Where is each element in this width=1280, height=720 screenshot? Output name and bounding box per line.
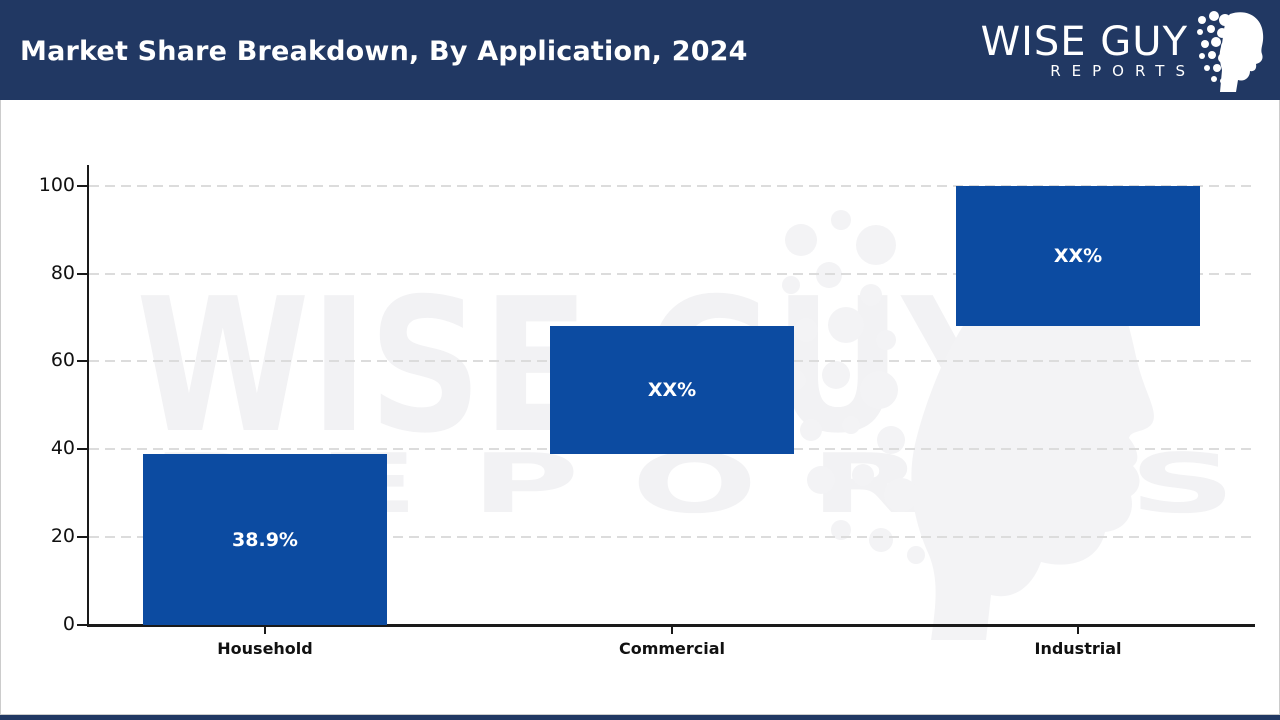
logo-wordmark: WISE GUY [980,19,1188,65]
y-axis-tick-label: 20 [50,525,75,548]
y-axis-tick-label: 60 [50,349,75,372]
y-axis-tick-label: 100 [38,173,75,196]
bar-industrial: XX% [956,185,1200,327]
gridline [89,536,1255,539]
gridline [89,272,1255,275]
y-axis-tick [77,360,89,363]
y-axis-tick [77,448,89,451]
x-axis-category-label: Industrial [1034,639,1122,658]
gridline [89,184,1255,187]
logo-text: WISE GUY REPORTS [981,20,1188,80]
x-axis-tick [264,627,266,634]
logo-subtitle: REPORTS [1050,62,1196,80]
y-axis-tick-label: 40 [50,437,75,460]
x-axis-tick [671,627,673,634]
x-axis-category-label: Household [217,639,313,658]
y-axis-line [87,165,89,627]
chart-area: WISE GUY R E P O R T S 0 20 40 60 80 100 38.9%… [0,100,1280,715]
header: Market Share Breakdown, By Application, … [0,0,1280,100]
bar-value-label: XX% [1053,244,1103,267]
chart-title: Market Share Breakdown, By Application, … [20,36,748,67]
bar-value-label: 38.9% [232,528,298,551]
footer-accent-bar [0,715,1280,720]
y-axis-tick [77,624,89,626]
bar-value-label: XX% [647,379,697,402]
y-axis-tick-label: 0 [62,613,75,635]
x-axis-tick [1077,627,1079,634]
plot-area: 0 20 40 60 80 100 38.9% Household XX% Commercial X… [39,165,1255,658]
logo-head-icon [1197,11,1264,93]
y-axis-tick [77,536,89,539]
wiseguy-logo: WISE GUY REPORTS [981,6,1268,94]
y-axis-tick-label: 80 [50,261,75,284]
y-axis-tick [77,272,89,275]
x-axis-line [87,624,1255,627]
bar-household: 38.9% [143,454,387,625]
bar-commercial: XX% [550,326,794,455]
x-axis-category-label: Commercial [618,639,726,658]
y-axis-tick [77,184,89,187]
